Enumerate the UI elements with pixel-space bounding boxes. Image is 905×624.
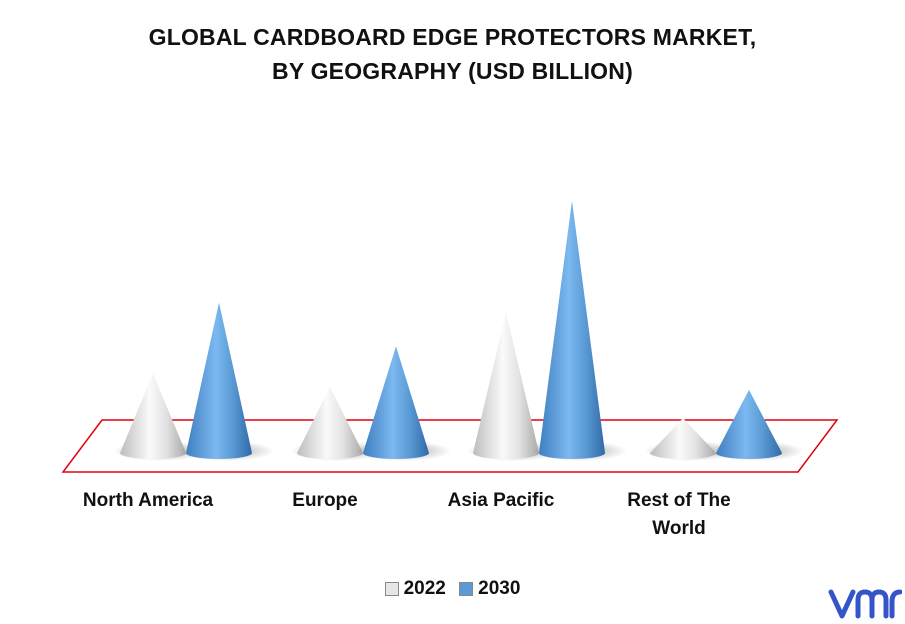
legend-item-2030: 2030 xyxy=(459,578,520,600)
chart-title: GLOBAL CARDBOARD EDGE PROTECTORS MARKET,… xyxy=(0,20,905,88)
chart-title-line-2: BY GEOGRAPHY (USD BILLION) xyxy=(272,58,633,84)
x-tick-label-asia-pacific: Asia Pacific xyxy=(447,490,555,511)
cone-rest-of-the-world-2022 xyxy=(650,418,716,459)
cone-europe-2022 xyxy=(297,387,363,459)
cone-north-america-2022 xyxy=(120,373,186,459)
legend-label-2022: 2022 xyxy=(403,578,446,599)
x-tick-label-europe: Europe xyxy=(292,490,358,511)
legend-label-2030: 2030 xyxy=(478,578,521,599)
x-tick-label-north-america: North America xyxy=(82,490,214,511)
cone-rest-of-the-world-2030 xyxy=(716,389,782,459)
x-tick-label-rest-of-the-world: Rest of The World xyxy=(627,490,731,539)
chart-title-line-1: GLOBAL CARDBOARD EDGE PROTECTORS MARKET, xyxy=(148,24,757,50)
chart-marks xyxy=(114,200,804,461)
legend: 2022 2030 xyxy=(0,578,905,602)
legend-item-2022: 2022 xyxy=(384,578,446,600)
cone-asia-pacific-2022 xyxy=(473,312,539,459)
cone-asia-pacific-2030 xyxy=(539,200,605,459)
vmr-logo-icon xyxy=(828,589,902,619)
legend-swatch-2022 xyxy=(384,582,399,596)
cone-north-america-2030 xyxy=(186,302,252,459)
legend-swatch-2030 xyxy=(459,582,474,596)
cone-europe-2030 xyxy=(363,346,429,459)
